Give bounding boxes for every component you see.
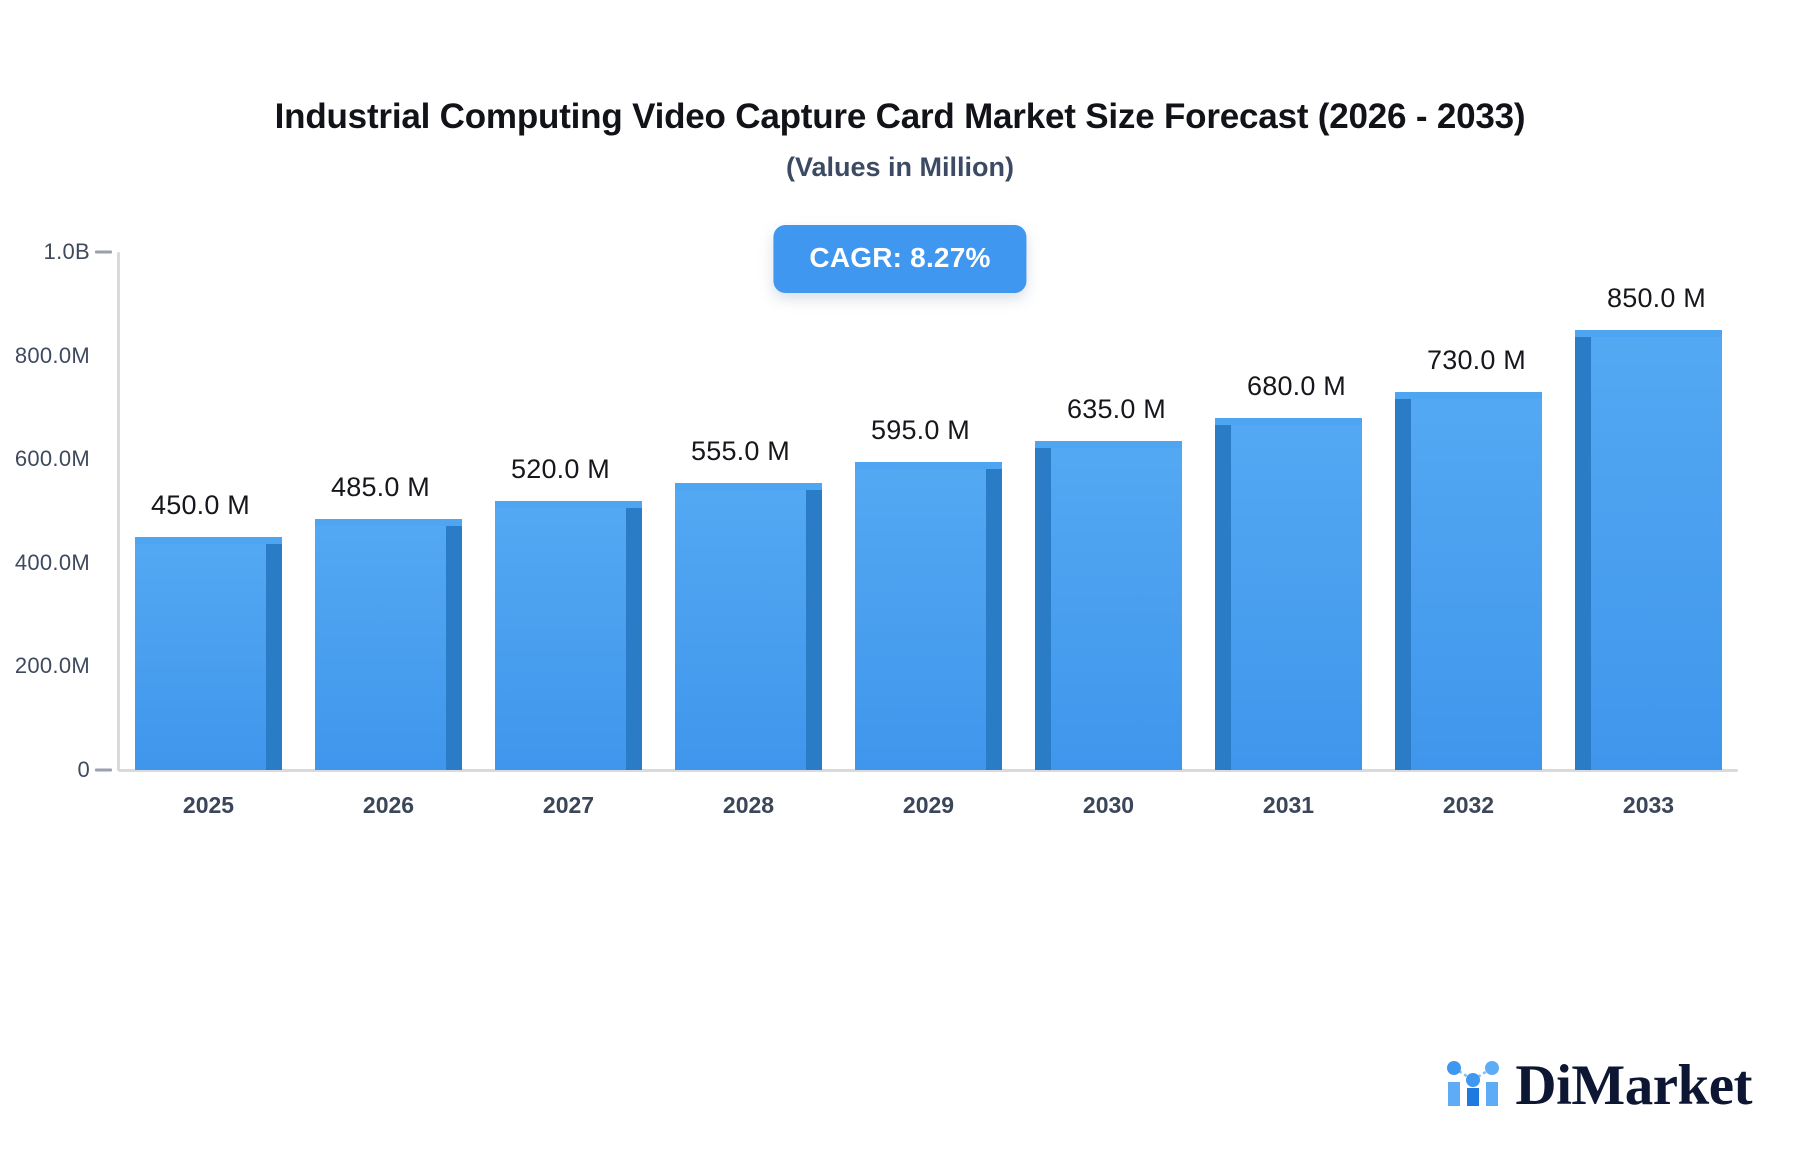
- y-axis-tick-label: 600.0M: [14, 446, 90, 472]
- bar-front-face: [135, 537, 266, 770]
- bar-side-face: [626, 508, 642, 770]
- bar-side-face: [806, 490, 822, 770]
- x-axis-tick-label: 2027: [542, 792, 595, 818]
- bar-side-face: [986, 469, 1002, 770]
- bar-side-face: [1575, 337, 1591, 770]
- y-axis-tick-label: 0: [77, 757, 90, 782]
- x-axis-tick-label: 2026: [362, 792, 415, 818]
- bar-2026[interactable]: 485.0 M 2026: [315, 472, 462, 818]
- bar-2031[interactable]: 680.0 M 2031: [1215, 371, 1362, 818]
- x-axis-tick-label: 2031: [1262, 792, 1315, 818]
- bar-top-face: [1395, 392, 1542, 399]
- bar-top-face: [855, 462, 1002, 469]
- bar-value-label: 850.0 M: [1607, 283, 1706, 313]
- bar-2027[interactable]: 520.0 M 2027: [495, 454, 642, 818]
- x-axis-tick-label: 2025: [182, 792, 235, 818]
- y-axis-tick-mark: [95, 250, 112, 254]
- bar-top-face: [1215, 418, 1362, 425]
- cagr-badge: CAGR: 8.27%: [773, 225, 1027, 293]
- chart-subtitle: (Values in Million): [785, 152, 1015, 182]
- y-axis-tick-mark: [95, 768, 112, 772]
- bar-2025[interactable]: 450.0 M 2025: [135, 490, 282, 818]
- y-axis-tick-label: 200.0M: [14, 653, 90, 679]
- bar-2033[interactable]: 850.0 M 2033: [1575, 283, 1722, 818]
- bar-top-face: [495, 501, 642, 508]
- bar-value-label: 485.0 M: [331, 472, 430, 502]
- bar-value-label: 555.0 M: [691, 436, 790, 466]
- bar-2029[interactable]: 595.0 M 2029: [855, 415, 1002, 818]
- bar-value-label: 635.0 M: [1067, 394, 1166, 424]
- x-axis-tick-label: 2030: [1082, 792, 1135, 818]
- bar-front-face: [315, 519, 446, 770]
- bar-value-label: 680.0 M: [1247, 371, 1346, 401]
- x-axis-tick-label: 2028: [722, 792, 775, 818]
- y-axis-tick-label: 1.0B: [43, 239, 90, 264]
- bar-top-face: [1035, 441, 1182, 448]
- x-axis-tick-label: 2033: [1622, 792, 1675, 818]
- bar-front-face: [855, 462, 986, 770]
- bar-side-face: [1395, 399, 1411, 770]
- bar-front-face: [1051, 441, 1182, 770]
- chart-title: Industrial Computing Video Capture Card …: [274, 97, 1526, 136]
- bar-side-face: [1215, 425, 1231, 770]
- brand-logo: DiMarket: [1445, 1057, 1752, 1114]
- bar-top-face: [135, 537, 282, 544]
- y-axis-tick-label: 800.0M: [14, 342, 90, 368]
- bar-2028[interactable]: 555.0 M 2028: [675, 436, 822, 818]
- bar-2032[interactable]: 730.0 M 2032: [1395, 345, 1542, 818]
- bar-chart-dots-icon: [1445, 1058, 1501, 1113]
- bar-side-face: [1035, 448, 1051, 770]
- bar-2030[interactable]: 635.0 M 2030: [1035, 394, 1182, 818]
- x-axis-tick-label: 2029: [902, 792, 955, 818]
- x-axis-line: [118, 769, 1738, 772]
- bar-top-face: [675, 483, 822, 490]
- bar-side-face: [446, 526, 462, 770]
- title-block: Industrial Computing Video Capture Card …: [0, 96, 1800, 183]
- bar-front-face: [675, 483, 806, 770]
- bar-front-face: [1411, 392, 1542, 770]
- bar-top-face: [315, 519, 462, 526]
- y-axis-line: [117, 252, 120, 771]
- bar-value-label: 520.0 M: [511, 454, 610, 484]
- bar-side-face: [266, 544, 282, 770]
- bar-front-face: [1231, 418, 1362, 770]
- y-axis-tick-label: 400.0M: [14, 549, 90, 575]
- bar-value-label: 595.0 M: [871, 415, 970, 445]
- bar-value-label: 450.0 M: [151, 490, 250, 520]
- bar-front-face: [495, 501, 626, 770]
- bar-front-face: [1591, 330, 1722, 770]
- x-axis-tick-label: 2032: [1442, 792, 1495, 818]
- bar-top-face: [1575, 330, 1722, 337]
- logo-wordmark: DiMarket: [1515, 1054, 1752, 1117]
- bar-value-label: 730.0 M: [1427, 345, 1526, 375]
